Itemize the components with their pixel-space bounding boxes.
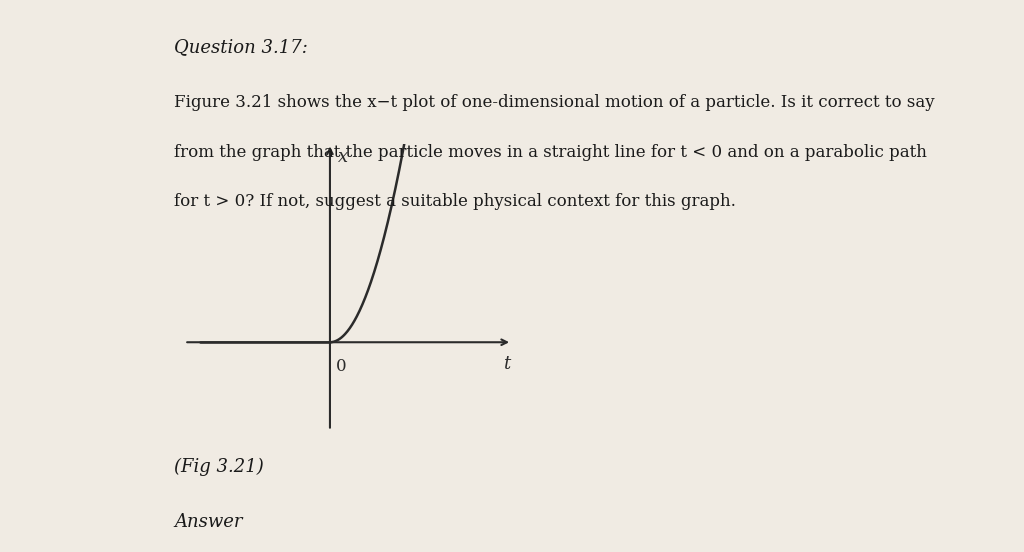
Text: Figure 3.21 shows the x−t plot of one-dimensional motion of a particle. Is it co: Figure 3.21 shows the x−t plot of one-di… bbox=[174, 94, 935, 111]
Text: (Fig 3.21): (Fig 3.21) bbox=[174, 458, 264, 476]
Text: 0: 0 bbox=[336, 358, 347, 375]
Text: t: t bbox=[503, 355, 510, 374]
Text: Question 3.17:: Question 3.17: bbox=[174, 39, 308, 57]
Text: x: x bbox=[338, 148, 348, 166]
Text: Answer: Answer bbox=[174, 513, 243, 532]
Text: from the graph that the particle moves in a straight line for t < 0 and on a par: from the graph that the particle moves i… bbox=[174, 144, 927, 161]
Text: for t > 0? If not, suggest a suitable physical context for this graph.: for t > 0? If not, suggest a suitable ph… bbox=[174, 193, 736, 210]
